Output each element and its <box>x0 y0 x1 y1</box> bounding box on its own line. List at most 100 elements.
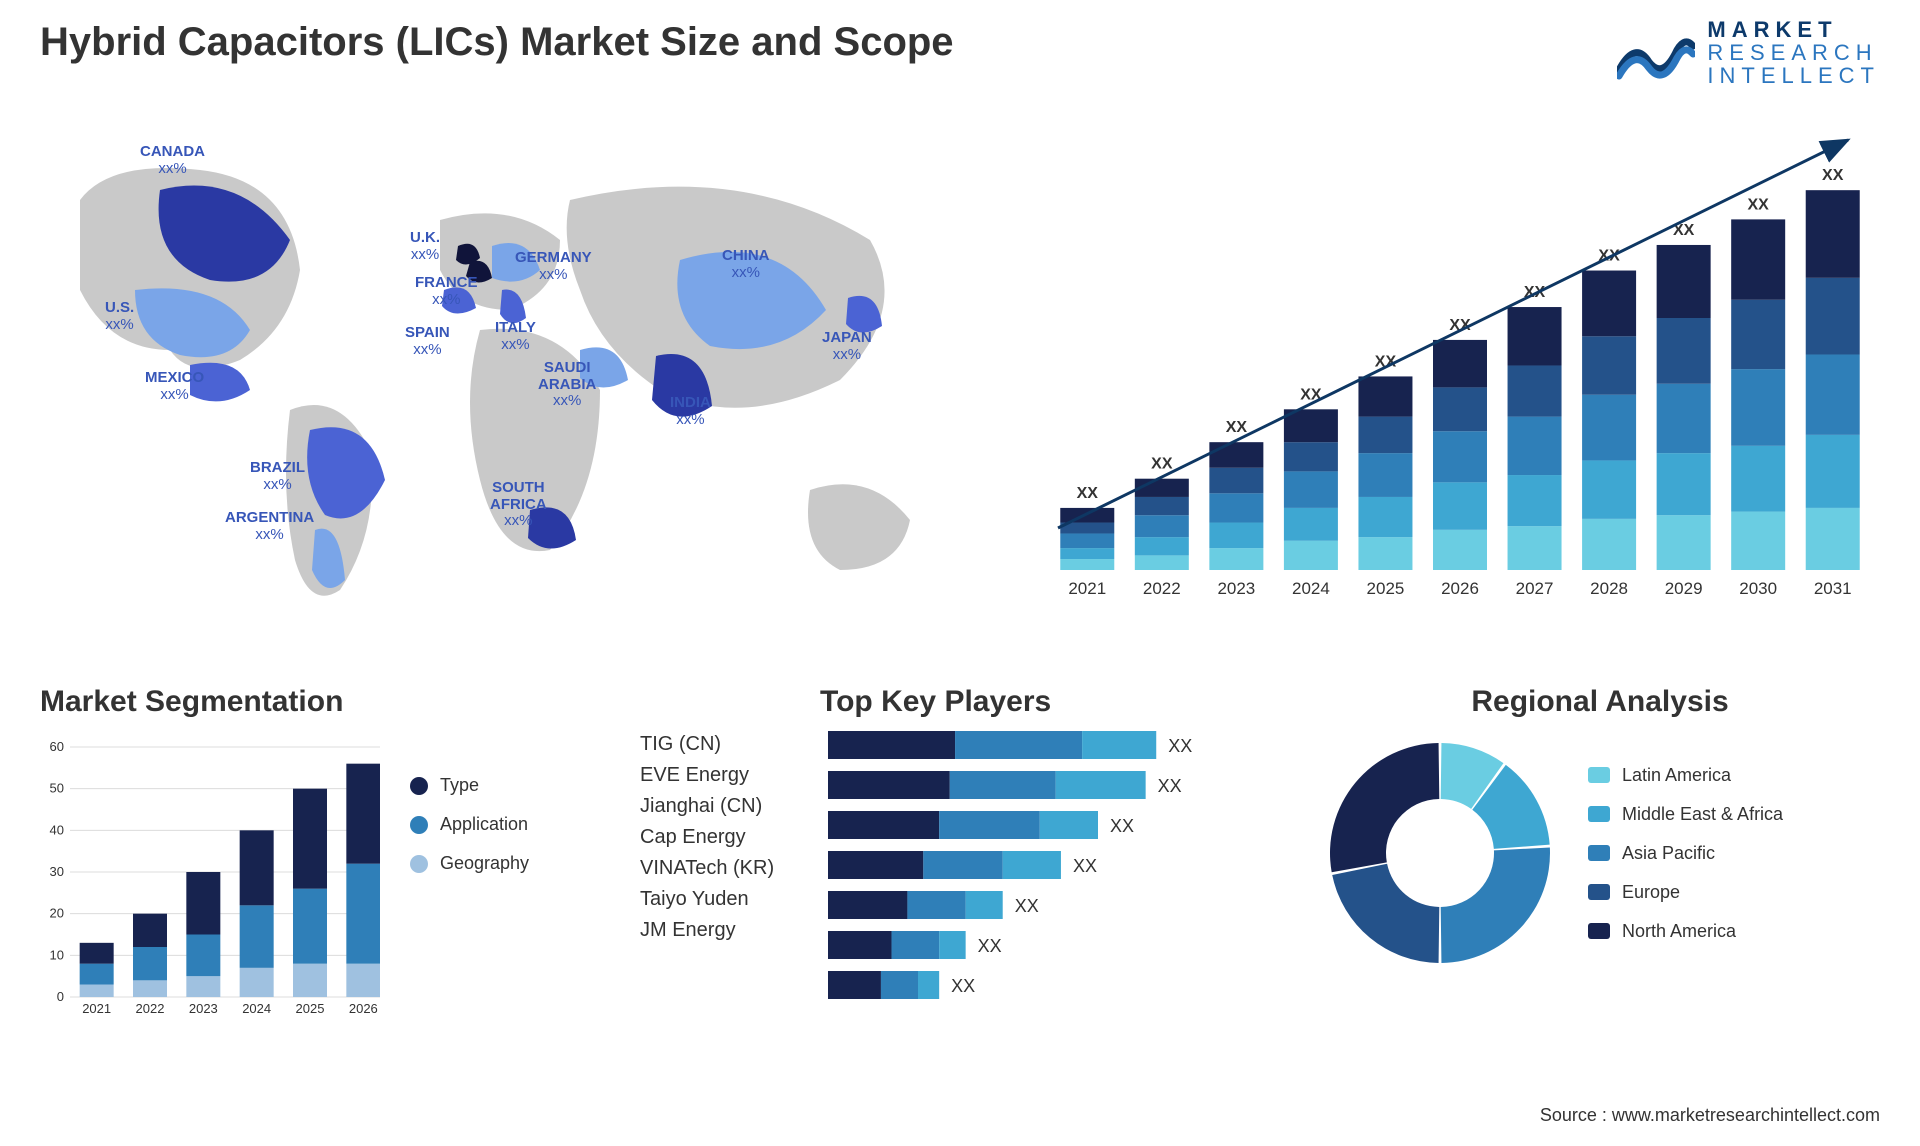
svg-text:XX: XX <box>1226 419 1248 436</box>
legend-swatch <box>410 816 428 834</box>
map-callout: U.S.xx% <box>105 300 134 333</box>
brand-logo: MARKET RESEARCH INTELLECT <box>1617 18 1880 87</box>
key-players-bars: XXXXXXXXXXXXXX <box>828 725 1258 1025</box>
svg-text:XX: XX <box>978 936 1002 956</box>
key-player-name: Jianghai (CN) <box>640 795 810 818</box>
map-callout: INDIAxx% <box>670 395 711 428</box>
logo-line3: INTELLECT <box>1707 64 1880 87</box>
legend-swatch <box>410 855 428 873</box>
svg-text:2022: 2022 <box>136 1001 165 1016</box>
map-callout: MEXICOxx% <box>145 370 204 403</box>
svg-text:0: 0 <box>57 989 64 1004</box>
legend-item: Latin America <box>1588 765 1783 786</box>
svg-text:2026: 2026 <box>349 1001 378 1016</box>
legend-item: Middle East & Africa <box>1588 804 1783 825</box>
map-callout: CANADAxx% <box>140 144 205 177</box>
key-player-name: VINATech (KR) <box>640 857 810 880</box>
legend-item: Type <box>410 775 529 796</box>
segmentation-panel: Market Segmentation 01020304050602021202… <box>40 685 600 1065</box>
key-player-name: EVE Energy <box>640 764 810 787</box>
legend-label: Europe <box>1622 882 1680 903</box>
svg-text:XX: XX <box>951 976 975 996</box>
svg-text:2028: 2028 <box>1590 579 1628 598</box>
key-player-name: Cap Energy <box>640 826 810 849</box>
regional-panel: Regional Analysis Latin America Middle Ea… <box>1320 685 1880 1065</box>
svg-text:XX: XX <box>1110 816 1134 836</box>
svg-text:XX: XX <box>1158 776 1182 796</box>
legend-item: Application <box>410 814 529 835</box>
legend-label: Asia Pacific <box>1622 843 1715 864</box>
svg-text:XX: XX <box>1168 736 1192 756</box>
key-player-name: JM Energy <box>640 919 810 942</box>
legend-swatch <box>1588 845 1610 861</box>
legend-swatch <box>410 777 428 795</box>
page-title: Hybrid Capacitors (LICs) Market Size and… <box>40 20 1880 65</box>
segmentation-legend: Type Application Geography <box>410 775 529 1017</box>
svg-text:20: 20 <box>50 906 64 921</box>
svg-text:2023: 2023 <box>1217 579 1255 598</box>
map-callout: SOUTHAFRICAxx% <box>490 480 547 530</box>
svg-text:2029: 2029 <box>1665 579 1703 598</box>
map-callout: SAUDIARABIAxx% <box>538 360 596 410</box>
regional-legend: Latin America Middle East & Africa Asia Pa… <box>1588 765 1783 942</box>
svg-text:XX: XX <box>1015 896 1039 916</box>
legend-label: Type <box>440 775 479 796</box>
segmentation-title: Market Segmentation <box>40 685 600 719</box>
map-callout: U.K.xx% <box>410 230 440 263</box>
svg-text:2026: 2026 <box>1441 579 1479 598</box>
svg-text:60: 60 <box>50 739 64 754</box>
legend-swatch <box>1588 884 1610 900</box>
logo-waves-icon <box>1617 22 1695 84</box>
svg-text:2030: 2030 <box>1739 579 1777 598</box>
map-callout: CHINAxx% <box>722 248 770 281</box>
svg-text:XX: XX <box>1073 856 1097 876</box>
market-size-chart: XX2021XX2022XX2023XX2024XX2025XX2026XX20… <box>1040 130 1880 620</box>
map-callout: SPAINxx% <box>405 325 450 358</box>
source-line: Source : www.marketresearchintellect.com <box>1540 1105 1880 1126</box>
key-players-title: Top Key Players <box>820 685 1280 719</box>
logo-line2: RESEARCH <box>1707 41 1880 64</box>
key-players-panel: Top Key Players TIG (CN) EVE Energy Jiangh… <box>640 685 1280 1065</box>
svg-text:2025: 2025 <box>1367 579 1405 598</box>
legend-label: North America <box>1622 921 1736 942</box>
svg-text:2024: 2024 <box>242 1001 271 1016</box>
map-callout: BRAZILxx% <box>250 460 305 493</box>
world-map: CANADAxx% U.S.xx% MEXICOxx% BRAZILxx% ARGENT… <box>40 130 960 630</box>
svg-text:2025: 2025 <box>296 1001 325 1016</box>
svg-text:2031: 2031 <box>1814 579 1852 598</box>
svg-text:2024: 2024 <box>1292 579 1330 598</box>
svg-text:XX: XX <box>1077 485 1099 502</box>
legend-item: North America <box>1588 921 1783 942</box>
svg-text:2021: 2021 <box>82 1001 111 1016</box>
map-callout: GERMANYxx% <box>515 250 592 283</box>
svg-text:10: 10 <box>50 947 64 962</box>
regional-title: Regional Analysis <box>1320 685 1880 719</box>
legend-label: Application <box>440 814 528 835</box>
key-player-name: Taiyo Yuden <box>640 888 810 911</box>
legend-label: Latin America <box>1622 765 1731 786</box>
svg-text:40: 40 <box>50 822 64 837</box>
logo-line1: MARKET <box>1707 18 1880 41</box>
legend-label: Geography <box>440 853 529 874</box>
legend-swatch <box>1588 767 1610 783</box>
legend-swatch <box>1588 806 1610 822</box>
legend-item: Geography <box>410 853 529 874</box>
svg-text:XX: XX <box>1822 167 1844 184</box>
map-callout: FRANCExx% <box>415 275 478 308</box>
svg-text:2027: 2027 <box>1516 579 1554 598</box>
legend-label: Middle East & Africa <box>1622 804 1783 825</box>
svg-text:30: 30 <box>50 864 64 879</box>
map-callout: ARGENTINAxx% <box>225 510 314 543</box>
legend-item: Europe <box>1588 882 1783 903</box>
map-callout: JAPANxx% <box>822 330 872 363</box>
key-player-name: TIG (CN) <box>640 733 810 756</box>
segmentation-chart: 0102030405060202120222023202420252026 <box>40 737 380 1017</box>
map-callout: ITALYxx% <box>495 320 536 353</box>
svg-text:2022: 2022 <box>1143 579 1181 598</box>
regional-donut <box>1320 733 1560 973</box>
svg-text:XX: XX <box>1748 196 1770 213</box>
svg-text:2023: 2023 <box>189 1001 218 1016</box>
legend-item: Asia Pacific <box>1588 843 1783 864</box>
svg-text:XX: XX <box>1151 456 1173 473</box>
legend-swatch <box>1588 923 1610 939</box>
